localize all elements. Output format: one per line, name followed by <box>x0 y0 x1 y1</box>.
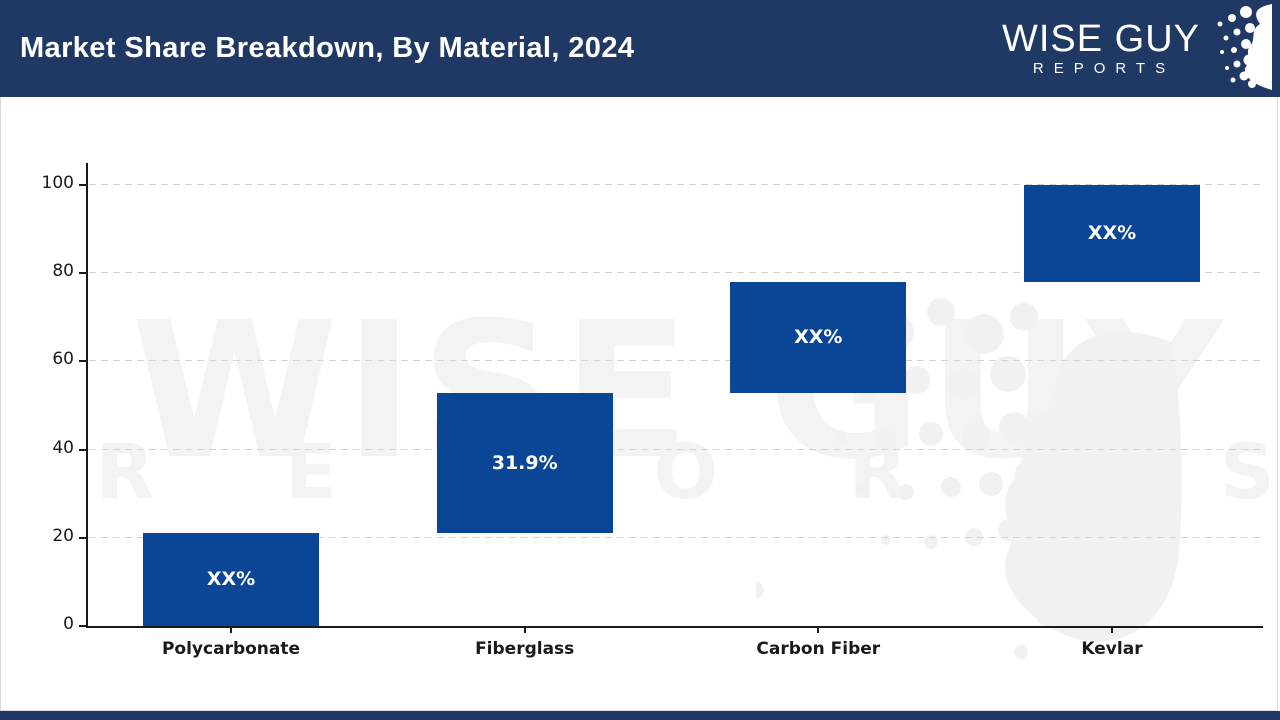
y-axis-tick-label: 60 <box>52 349 74 370</box>
y-axis-tick-label: 80 <box>52 261 74 282</box>
x-axis-category-label: Carbon Fiber <box>756 639 881 659</box>
chart-card: WISE GUY R E P O R T S <box>0 97 1278 711</box>
gridline <box>89 536 1263 538</box>
x-axis-category-label: Fiberglass <box>475 639 575 659</box>
bar-value-label: XX% <box>1087 222 1137 244</box>
x-axis-tick <box>523 626 526 633</box>
gridline <box>89 360 1263 362</box>
gridline <box>89 184 1263 185</box>
brand-subtitle: REPORTS <box>1032 60 1176 77</box>
gridline <box>89 448 1263 450</box>
y-axis-tick <box>79 625 88 627</box>
y-axis-tick-label: 100 <box>41 173 74 193</box>
y-axis-tick <box>79 360 88 363</box>
y-axis-tick <box>79 184 88 186</box>
y-axis-tick <box>79 536 88 539</box>
logo-face-icon <box>1202 2 1272 96</box>
gridline <box>89 272 1263 274</box>
x-axis-category-label: Kevlar <box>1081 639 1143 659</box>
y-axis-line <box>86 163 88 628</box>
x-axis-category-label: Polycarbonate <box>161 639 301 659</box>
x-axis-tick <box>817 626 820 633</box>
y-axis-tick-label: 0 <box>63 614 74 634</box>
y-axis-tick-label: 20 <box>52 525 74 546</box>
bar: XX% <box>143 533 319 626</box>
bar-value-label: XX% <box>794 326 843 349</box>
bar-value-label: 31.9% <box>491 451 558 474</box>
plot-area: 0 20 40 60 80 100 XX% Polycarbonate 31.9% Fibergl… <box>1 97 1277 710</box>
x-axis-tick <box>230 626 232 633</box>
bar: XX% <box>1024 185 1200 283</box>
y-axis-tick <box>79 272 88 275</box>
footer-bar <box>0 711 1280 720</box>
x-axis-tick <box>1111 626 1113 633</box>
x-axis-line <box>86 626 1263 628</box>
bar: 31.9% <box>436 392 613 534</box>
y-axis-tick-label: 40 <box>52 437 74 458</box>
bar-value-label: XX% <box>206 568 256 591</box>
header-bar: Market Share Breakdown, By Material, 202… <box>0 0 1280 97</box>
y-axis-tick <box>79 448 88 451</box>
brand-logo-text: WISE GUY REPORTS <box>1002 20 1200 77</box>
bar: XX% <box>730 282 907 393</box>
page-title: Market Share Breakdown, By Material, 202… <box>20 32 635 64</box>
brand-name: WISE GUY <box>1001 18 1200 60</box>
brand-logo: WISE GUY REPORTS <box>1002 2 1272 96</box>
